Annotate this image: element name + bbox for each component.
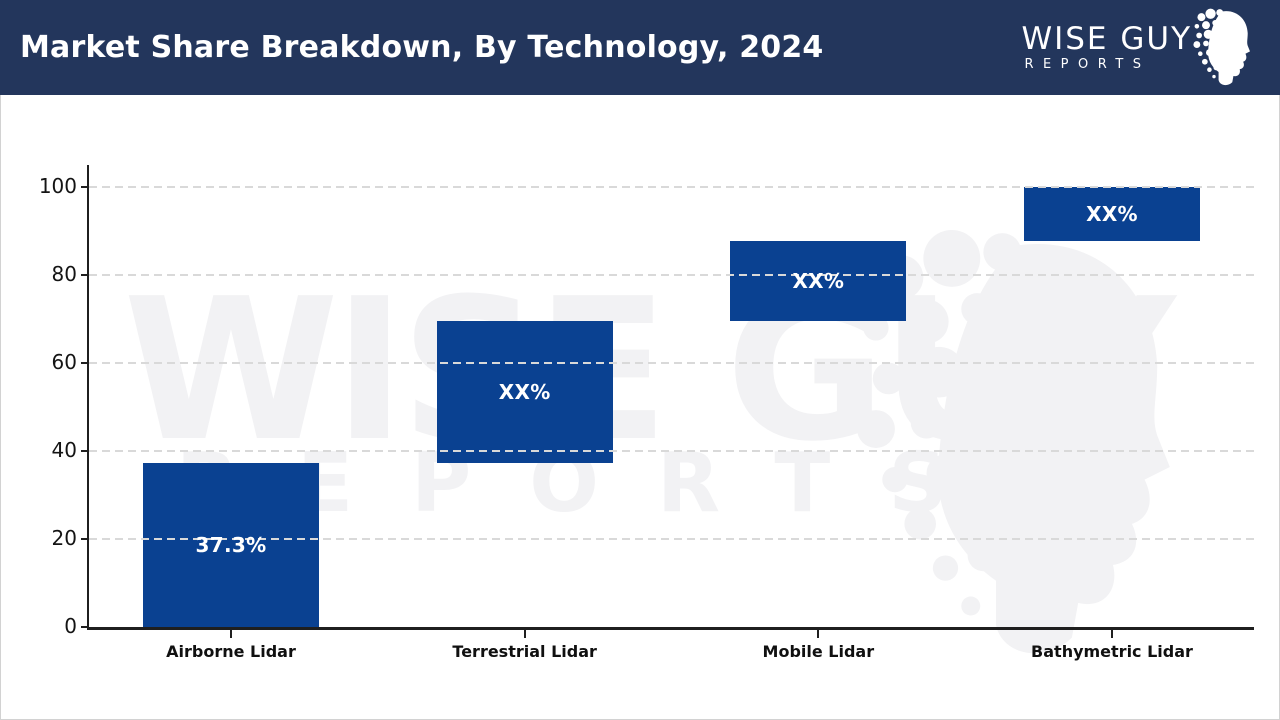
x-tick-mobile-lidar bbox=[817, 630, 820, 638]
head-dots-watermark bbox=[857, 229, 1170, 654]
y-tick-label-40: 40 bbox=[51, 438, 77, 462]
x-axis-label-terrestrial-lidar: Terrestrial Lidar bbox=[452, 642, 597, 661]
gridline-20 bbox=[89, 538, 1254, 540]
brand-text: WISE GUY REPORTS bbox=[1021, 23, 1192, 72]
bar-terrestrial-lidar bbox=[436, 321, 613, 463]
y-tick-0 bbox=[81, 626, 89, 628]
bar-value-label-terrestrial-lidar: XX% bbox=[498, 380, 551, 405]
y-tick-label-0: 0 bbox=[64, 614, 77, 638]
x-tick-airborne-lidar bbox=[230, 630, 232, 638]
x-tick-bathymetric-lidar bbox=[1111, 630, 1113, 638]
y-tick-label-20: 20 bbox=[51, 526, 77, 550]
y-tick-60 bbox=[81, 362, 89, 364]
x-axis-label-airborne-lidar: Airborne Lidar bbox=[166, 642, 296, 661]
y-tick-40 bbox=[81, 450, 89, 452]
gridline-80 bbox=[89, 274, 1254, 276]
bar-mobile-lidar bbox=[730, 240, 907, 322]
brand-logo: WISE GUY REPORTS bbox=[1021, 5, 1266, 91]
chart-canvas: WISE GUY REPORTS 0 20 40 60 80 100 37.3% Airbor… bbox=[0, 95, 1280, 720]
y-tick-label-60: 60 bbox=[51, 350, 77, 374]
gridline-60 bbox=[89, 362, 1254, 364]
bar-bathymetric-lidar bbox=[1024, 187, 1200, 241]
x-axis-label-mobile-lidar: Mobile Lidar bbox=[762, 642, 875, 661]
brand-wordmark: WISE GUY bbox=[1021, 21, 1192, 58]
bar-value-label-bathymetric-lidar: XX% bbox=[1086, 201, 1138, 226]
bar-airborne-lidar bbox=[143, 462, 319, 627]
head-dots-icon bbox=[1193, 8, 1250, 85]
bar-value-label-airborne-lidar: 37.3% bbox=[195, 532, 267, 557]
y-tick-80 bbox=[81, 274, 89, 276]
y-tick-label-100: 100 bbox=[38, 174, 77, 198]
x-axis-label-bathymetric-lidar: Bathymetric Lidar bbox=[1031, 642, 1193, 661]
header-bar: Market Share Breakdown, By Technology, 2… bbox=[0, 0, 1280, 95]
y-tick-label-80: 80 bbox=[51, 262, 77, 286]
x-axis-spine bbox=[87, 627, 1254, 630]
plot-area: 0 20 40 60 80 100 37.3% Airborne Lidar XX% Terres… bbox=[1, 95, 1279, 719]
x-tick-terrestrial-lidar bbox=[523, 630, 526, 638]
y-tick-100 bbox=[81, 186, 89, 188]
chart-title: Market Share Breakdown, By Technology, 2… bbox=[20, 30, 824, 65]
gridline-40 bbox=[89, 450, 1254, 452]
gridline-100 bbox=[89, 186, 1254, 188]
y-tick-20 bbox=[81, 538, 89, 540]
brand-subtitle: REPORTS bbox=[1024, 56, 1151, 72]
y-axis-spine bbox=[87, 165, 89, 630]
bar-value-label-mobile-lidar: XX% bbox=[792, 268, 845, 293]
